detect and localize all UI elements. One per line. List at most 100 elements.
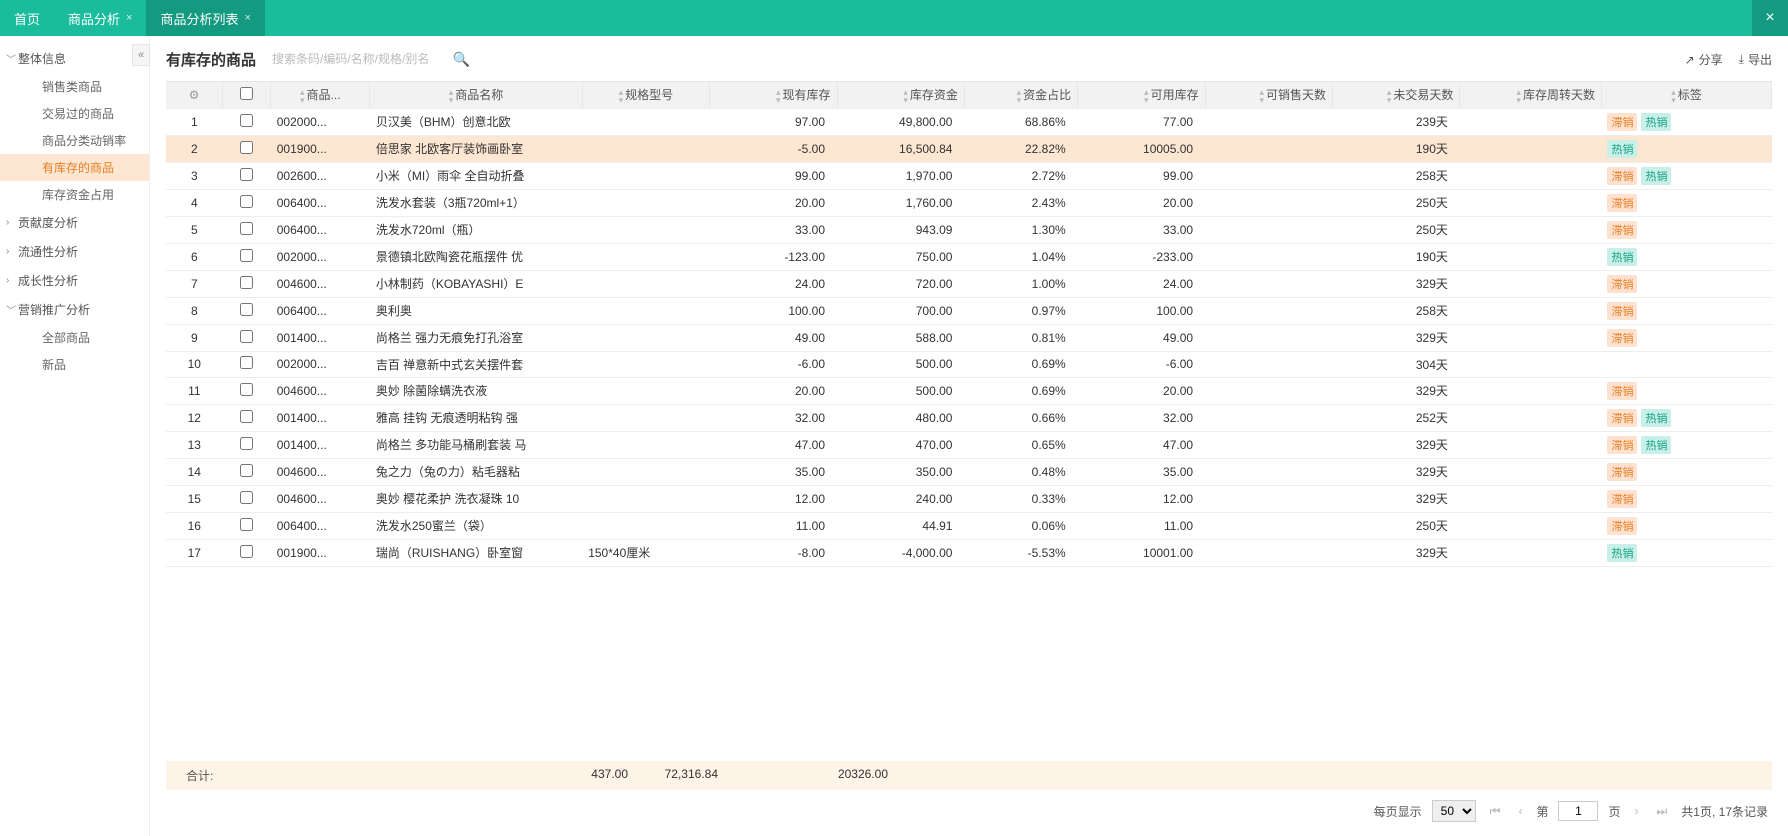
row-checkbox[interactable] [240,141,253,154]
search-input[interactable] [270,48,470,71]
nav-item[interactable]: 交易过的商品 [0,100,149,127]
sort-icon[interactable]: ▴▾ [1671,88,1676,104]
cell: -5.53% [964,539,1077,566]
column-header[interactable]: ▴▾商品... [271,82,370,108]
column-header[interactable]: ▴▾规格型号 [582,82,709,108]
nav-group-title[interactable]: ›流通性分析 [0,237,149,266]
table-row[interactable]: 15004600...奥妙 樱花柔护 洗衣凝珠 1012.00240.000.3… [166,485,1772,512]
table-row[interactable]: 16006400...洗发水250蜜兰（袋）11.0044.910.06%11.… [166,512,1772,539]
sort-icon[interactable]: ▴▾ [449,88,454,104]
select-all-checkbox[interactable] [240,87,253,100]
nav-item[interactable]: 销售类商品 [0,73,149,100]
cell: 小林制药（KOBAYASHI）E [370,270,582,297]
sort-icon[interactable]: ▴▾ [1259,88,1264,104]
sort-icon[interactable]: ▴▾ [903,88,908,104]
column-header[interactable]: ⚙ [166,82,223,108]
column-header[interactable] [223,82,271,108]
column-header[interactable]: ▴▾商品名称 [370,82,582,108]
nav-item[interactable]: 全部商品 [0,324,149,351]
nav-group-title[interactable]: ﹀营销推广分析 [0,295,149,324]
nav-item[interactable]: 有库存的商品 [0,154,149,181]
sort-icon[interactable]: ▴▾ [300,88,305,104]
table-row[interactable]: 12001400...雅高 挂钩 无痕透明粘钩 强32.00480.000.66… [166,404,1772,431]
table-row[interactable]: 4006400...洗发水套装（3瓶720ml+1）20.001,760.002… [166,189,1772,216]
row-checkbox[interactable] [240,437,253,450]
cell [582,512,709,539]
table-row[interactable]: 5006400...洗发水720ml（瓶）33.00943.091.30%33.… [166,216,1772,243]
row-checkbox[interactable] [240,222,253,235]
cell: 329天 [1332,324,1459,351]
cell [582,243,709,270]
pager-next-button[interactable]: › [1630,804,1642,818]
table-row[interactable]: 2001900...倍思家 北欧客厅装饰画卧室-5.0016,500.8422.… [166,135,1772,162]
table-row[interactable]: 14004600...兔之力（兔の力）粘毛器粘35.00350.000.48%3… [166,458,1772,485]
row-checkbox[interactable] [240,545,253,558]
export-button[interactable]: ⤓ 导出 [1739,51,1772,68]
row-checkbox[interactable] [240,464,253,477]
sort-icon[interactable]: ▴▾ [1387,88,1392,104]
row-checkbox[interactable] [240,491,253,504]
nav-group-title[interactable]: ›贡献度分析 [0,208,149,237]
table-row[interactable]: 6002000...景德镇北欧陶瓷花瓶摆件 优-123.00750.001.04… [166,243,1772,270]
cell [1205,162,1332,189]
column-header[interactable]: ▴▾未交易天数 [1332,82,1459,108]
sort-icon[interactable]: ▴▾ [1144,88,1149,104]
tab[interactable]: 首页 [0,0,54,36]
row-checkbox[interactable] [240,330,253,343]
column-header[interactable]: ▴▾可用库存 [1078,82,1205,108]
row-checkbox[interactable] [240,383,253,396]
table-row[interactable]: 10002000...吉百 禅意新中式玄关摆件套-6.00500.000.69%… [166,351,1772,377]
pager-prev-button[interactable]: ‹ [1514,804,1526,818]
column-header[interactable]: ▴▾库存资金 [837,82,964,108]
tab-close-icon[interactable]: × [244,12,250,24]
nav-group-title[interactable]: ›成长性分析 [0,266,149,295]
sort-icon[interactable]: ▴▾ [1017,88,1022,104]
sort-icon[interactable]: ▴▾ [1516,88,1521,104]
gear-icon[interactable]: ⚙ [189,88,200,102]
cell: 33.00 [1078,216,1205,243]
cell [582,270,709,297]
table-row[interactable]: 8006400...奥利奥100.00700.000.97%100.00258天… [166,297,1772,324]
row-checkbox[interactable] [240,518,253,531]
table-row[interactable]: 9001400...尚格兰 强力无痕免打孔浴室49.00588.000.81%4… [166,324,1772,351]
column-header[interactable]: ▴▾可销售天数 [1205,82,1332,108]
table-row[interactable]: 3002600...小米（MI）雨伞 全自动折叠99.001,970.002.7… [166,162,1772,189]
sort-icon[interactable]: ▴▾ [619,88,624,104]
close-all-tabs-button[interactable]: × [1752,0,1788,36]
cell: 250天 [1332,189,1459,216]
search-icon[interactable]: 🔍 [453,51,470,68]
table-row[interactable]: 7004600...小林制药（KOBAYASHI）E24.00720.001.0… [166,270,1772,297]
nav-group-title[interactable]: ﹀整体信息 [0,44,149,73]
nav-item[interactable]: 库存资金占用 [0,181,149,208]
page-size-select[interactable]: 50 [1432,800,1476,822]
row-checkbox[interactable] [240,303,253,316]
row-checkbox[interactable] [240,195,253,208]
page-input[interactable] [1558,801,1598,821]
column-header[interactable]: ▴▾库存周转天数 [1460,82,1602,108]
pager-first-button[interactable]: ⏮ [1486,804,1505,819]
row-checkbox[interactable] [240,356,253,369]
share-button[interactable]: ↗ 分享 [1685,51,1723,68]
sidebar-collapse-button[interactable]: « [132,44,150,66]
row-checkbox[interactable] [240,114,253,127]
pager-last-button[interactable]: ⏭ [1652,804,1671,819]
table-row[interactable]: 1002000...贝汉美（BHM）创意北欧97.0049,800.0068.8… [166,108,1772,135]
tab-close-icon[interactable]: × [126,12,132,24]
column-header[interactable]: ▴▾标签 [1601,82,1771,108]
row-checkbox[interactable] [240,410,253,423]
table-row[interactable]: 13001400...尚格兰 多功能马桶刷套装 马47.00470.000.65… [166,431,1772,458]
table-row[interactable]: 17001900...瑞尚（RUISHANG）卧室窗150*40厘米-8.00-… [166,539,1772,566]
cell: 洗发水720ml（瓶） [370,216,582,243]
table-row[interactable]: 11004600...奥妙 除菌除螨洗衣液20.00500.000.69%20.… [166,377,1772,404]
row-checkbox[interactable] [240,168,253,181]
tab[interactable]: 商品分析× [54,0,146,36]
row-checkbox[interactable] [240,249,253,262]
sort-icon[interactable]: ▴▾ [776,88,781,104]
column-header[interactable]: ▴▾资金占比 [964,82,1077,108]
column-header[interactable]: ▴▾现有库存 [710,82,837,108]
tab[interactable]: 商品分析列表× [146,0,264,36]
nav-item[interactable]: 新品 [0,351,149,378]
cell [582,189,709,216]
nav-item[interactable]: 商品分类动销率 [0,127,149,154]
row-checkbox[interactable] [240,276,253,289]
